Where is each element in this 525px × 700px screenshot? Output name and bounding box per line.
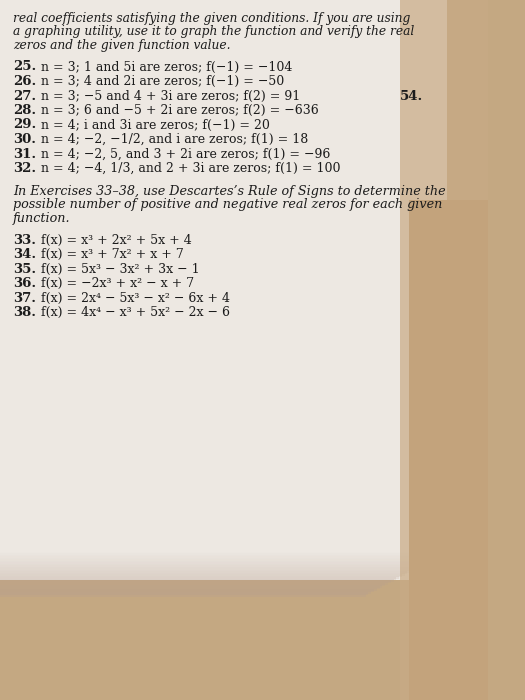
Bar (0, 583, 385, 586)
Text: n = 4; −4, 1/3, and 2 + 3i are zeros; f(1) = 100: n = 4; −4, 1/3, and 2 + 3i are zeros; f(… (41, 162, 340, 175)
Bar (0, 589, 374, 592)
Bar (0, 565, 418, 568)
Bar (0, 564, 422, 566)
Text: f(x) = −2x³ + x² − x + 7: f(x) = −2x³ + x² − x + 7 (41, 277, 194, 290)
Text: 35.: 35. (13, 263, 36, 276)
Bar (0, 592, 369, 595)
Bar (0, 586, 380, 589)
Bar (0, 587, 377, 591)
Text: real coefficients satisfying the given conditions. If you are using: real coefficients satisfying the given c… (13, 12, 411, 25)
Bar (0, 552, 444, 554)
Bar (0, 553, 441, 556)
Bar (0, 594, 365, 596)
Text: f(x) = 5x³ − 3x² + 3x − 1: f(x) = 5x³ − 3x² + 3x − 1 (41, 263, 200, 276)
Bar (0, 557, 433, 561)
Text: 28.: 28. (13, 104, 36, 117)
Text: a graphing utility, use it to graph the function and verify the real: a graphing utility, use it to graph the … (13, 25, 414, 38)
Text: 54.: 54. (400, 90, 423, 102)
Bar (0, 584, 382, 587)
Text: n = 4; i and 3i are zeros; f(−1) = 20: n = 4; i and 3i are zeros; f(−1) = 20 (41, 118, 270, 132)
Text: 26.: 26. (13, 75, 36, 88)
Text: In Exercises 33–38, use Descartes’s Rule of Signs to determine the: In Exercises 33–38, use Descartes’s Rule… (13, 185, 446, 197)
Bar (400, 0, 488, 700)
Bar (0, 577, 396, 580)
Bar (0, 568, 413, 571)
Text: f(x) = 4x⁴ − x³ + 5x² − 2x − 6: f(x) = 4x⁴ − x³ + 5x² − 2x − 6 (41, 307, 230, 319)
Text: n = 3; 6 and −5 + 2i are zeros; f(2) = −636: n = 3; 6 and −5 + 2i are zeros; f(2) = −… (41, 104, 319, 117)
Bar (0, 561, 427, 564)
Text: 29.: 29. (13, 118, 36, 132)
Bar (0, 580, 391, 583)
Text: 37.: 37. (13, 292, 36, 305)
Text: f(x) = 2x⁴ − 5x³ − x² − 6x + 4: f(x) = 2x⁴ − 5x³ − x² − 6x + 4 (41, 292, 230, 305)
Text: 31.: 31. (13, 148, 36, 160)
Bar (0, 550, 447, 553)
Bar (0, 559, 430, 562)
FancyBboxPatch shape (0, 0, 447, 580)
Bar (0, 566, 416, 570)
Bar (0, 556, 435, 559)
Text: n = 4; −2, 5, and 3 + 2i are zeros; f(1) = −96: n = 4; −2, 5, and 3 + 2i are zeros; f(1)… (41, 148, 330, 160)
Text: n = 4; −2, −1/2, and i are zeros; f(1) = 18: n = 4; −2, −1/2, and i are zeros; f(1) =… (41, 133, 308, 146)
Text: possible number of positive and negative real zeros for each given: possible number of positive and negative… (13, 198, 443, 211)
Bar (0, 562, 424, 565)
Bar (0, 575, 399, 578)
Text: n = 3; 4 and 2i are zeros; f(−1) = −50: n = 3; 4 and 2i are zeros; f(−1) = −50 (41, 75, 284, 88)
Bar (0, 571, 407, 574)
Bar (0, 570, 410, 573)
Text: function.: function. (13, 212, 70, 225)
Bar (0, 554, 438, 557)
Bar (0, 573, 405, 575)
Text: 30.: 30. (13, 133, 36, 146)
Bar (0, 582, 388, 584)
Text: 25.: 25. (13, 60, 36, 74)
Text: 38.: 38. (13, 307, 36, 319)
Text: zeros and the given function value.: zeros and the given function value. (13, 39, 230, 52)
Text: f(x) = x³ + 2x² + 5x + 4: f(x) = x³ + 2x² + 5x + 4 (41, 234, 192, 247)
Text: n = 3; −5 and 4 + 3i are zeros; f(2) = 91: n = 3; −5 and 4 + 3i are zeros; f(2) = 9… (41, 90, 300, 102)
Text: n = 3; 1 and 5i are zeros; f(−1) = −104: n = 3; 1 and 5i are zeros; f(−1) = −104 (41, 60, 292, 74)
Bar (0, 591, 371, 594)
Text: 33.: 33. (13, 234, 36, 247)
Text: 32.: 32. (13, 162, 36, 175)
Text: f(x) = x³ + 7x² + x + 7: f(x) = x³ + 7x² + x + 7 (41, 248, 184, 261)
Text: 36.: 36. (13, 277, 36, 290)
Bar (0, 578, 394, 582)
Bar (410, 200, 488, 700)
Bar (0, 574, 402, 577)
Text: 27.: 27. (13, 90, 36, 102)
Text: 34.: 34. (13, 248, 36, 261)
